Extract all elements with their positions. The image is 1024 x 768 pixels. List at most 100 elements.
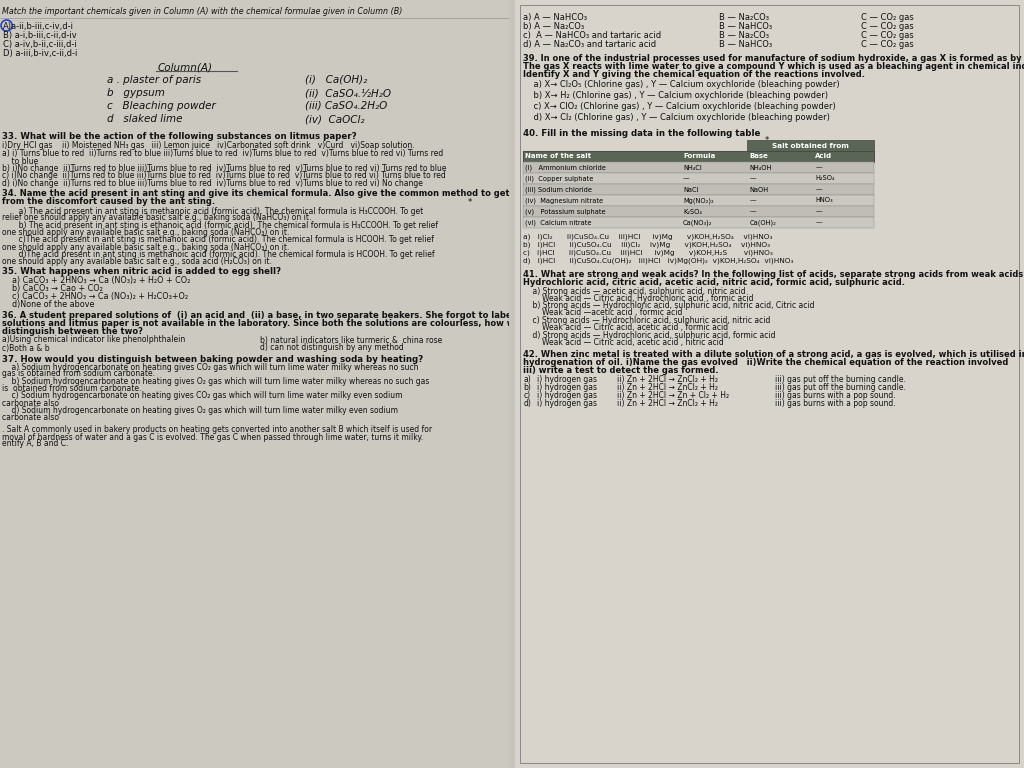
Text: is  obtained from sodium carbonate.: is obtained from sodium carbonate.: [2, 384, 141, 393]
Text: Ca(NO₃)₂: Ca(NO₃)₂: [683, 219, 713, 226]
Text: b) CaCO₃ → Cao + CO₂: b) CaCO₃ → Cao + CO₂: [2, 283, 102, 293]
Text: NH₄Cl: NH₄Cl: [683, 164, 701, 170]
Text: ii) Zn + 2HCl → ZnCl₂ + H₂: ii) Zn + 2HCl → ZnCl₂ + H₂: [616, 375, 718, 384]
Text: iii) gas put off the burning candle.: iii) gas put off the burning candle.: [774, 375, 905, 384]
Text: (i)   Ammonium chloride: (i) Ammonium chloride: [525, 164, 606, 170]
Text: C — CO₂ gas: C — CO₂ gas: [861, 22, 913, 31]
Text: —: —: [750, 176, 756, 181]
Bar: [523, 173, 874, 184]
Text: Weak acid — Citric acid, Hydrochloric acid , formic acid: Weak acid — Citric acid, Hydrochloric ac…: [523, 294, 754, 303]
Text: (iii) Sodium chloride: (iii) Sodium chloride: [525, 187, 592, 193]
Text: d) can not distinguish by any method: d) can not distinguish by any method: [259, 343, 403, 353]
Text: 39. In one of the industrial processes used for manufacture of sodium hydroxide,: 39. In one of the industrial processes u…: [523, 54, 1024, 63]
Text: (v)   Potassium sulphate: (v) Potassium sulphate: [525, 208, 606, 215]
Text: entify A, B and C.: entify A, B and C.: [2, 439, 69, 449]
Text: Identify X and Y giving the chemical equation of the reactions involved.: Identify X and Y giving the chemical equ…: [523, 70, 865, 79]
Text: —: —: [750, 208, 756, 214]
Text: . Salt A commonly used in bakery products on heating gets converted into another: . Salt A commonly used in bakery product…: [2, 425, 432, 435]
Text: 40. Fill in the missing data in the following table: 40. Fill in the missing data in the foll…: [523, 129, 761, 138]
Text: a) i) Turns blue to red  ii)Turns red to blue iii)Turns blue to red  iv)Turns bl: a) i) Turns blue to red ii)Turns red to …: [2, 149, 443, 158]
Text: B) a-i,b-iii,c-ii,d-iv: B) a-i,b-iii,c-ii,d-iv: [3, 31, 77, 40]
Text: d) A — Na₂CO₃ and tartaric acid: d) A — Na₂CO₃ and tartaric acid: [523, 40, 656, 49]
Text: Base: Base: [750, 154, 768, 160]
Text: c   Bleaching powder: c Bleaching powder: [106, 101, 216, 111]
Text: d): d): [523, 399, 531, 408]
Text: ii) Zn + 2HCl → Zn + Cl₂ + H₂: ii) Zn + 2HCl → Zn + Cl₂ + H₂: [616, 391, 729, 400]
Text: Weak acid — Citric acid, acetic acid , nitric acid: Weak acid — Citric acid, acetic acid , n…: [523, 337, 724, 346]
Bar: [523, 184, 874, 195]
Text: ii) Zn + 2HCl → ZnCl₂ + H₂: ii) Zn + 2HCl → ZnCl₂ + H₂: [616, 383, 718, 392]
Text: c) Strong acids — Hydrochloric acid, sulphuric acid, nitric acid: c) Strong acids — Hydrochloric acid, sul…: [523, 316, 771, 325]
Bar: [748, 140, 874, 151]
Text: i) hydrogen gas: i) hydrogen gas: [538, 399, 597, 408]
Text: to blue: to blue: [2, 157, 38, 165]
Text: a) Strong acids — acetic acid, sulphuric acid, nitric acid: a) Strong acids — acetic acid, sulphuric…: [523, 287, 745, 296]
Text: c)   i)HCl      ii)CuSO₄.Cu    iii)HCl     iv)Mg      v)KOH,H₂S       vi)HNO₃: c) i)HCl ii)CuSO₄.Cu iii)HCl iv)Mg v)KOH…: [523, 249, 773, 256]
Text: a) The acid present in ant sting is methanoic acid (formic acid). The chemical f: a) The acid present in ant sting is meth…: [2, 207, 423, 216]
Text: (ii)  Copper sulphate: (ii) Copper sulphate: [525, 175, 594, 182]
Text: Column(A): Column(A): [158, 62, 213, 72]
Text: d)The acid present in ant sting is methanoic acid (formic acid). The chemical fo: d)The acid present in ant sting is metha…: [2, 250, 434, 259]
Text: c) Sodium hydrogencarbonate on heating gives CO₂ gas which will turn lime water : c) Sodium hydrogencarbonate on heating g…: [2, 392, 402, 400]
Text: d)   i)HCl      ii)CuSO₄.Cu(OH)₂   iii)HCl   iv)Mg(OH)₂  v)KOH,H₂SO₄  vi)HNO₃: d) i)HCl ii)CuSO₄.Cu(OH)₂ iii)HCl iv)Mg(…: [523, 257, 794, 263]
Text: C — CO₂ gas: C — CO₂ gas: [861, 13, 913, 22]
Text: (ii)  CaSO₄.½H₂O: (ii) CaSO₄.½H₂O: [305, 88, 391, 98]
Text: d) X→ Cl₂ (Chlorine gas) , Y — Calcium oxychloride (bleaching powder): d) X→ Cl₂ (Chlorine gas) , Y — Calcium o…: [523, 113, 830, 122]
Text: (iv)  Magnesium nitrate: (iv) Magnesium nitrate: [525, 197, 603, 204]
Text: iii) gas burns with a pop sound.: iii) gas burns with a pop sound.: [774, 399, 895, 408]
Text: 33. What will be the action of the following substances on litmus paper?: 33. What will be the action of the follo…: [2, 132, 356, 141]
Text: c): c): [523, 391, 530, 400]
Text: Acid: Acid: [815, 154, 833, 160]
Text: 35. What happens when nitric acid is added to egg shell?: 35. What happens when nitric acid is add…: [2, 267, 281, 276]
Text: 34. Name the acid present in ant sting and give its chemical formula. Also give : 34. Name the acid present in ant sting a…: [2, 190, 538, 198]
Text: c)Both a & b: c)Both a & b: [2, 343, 49, 353]
Text: b) The acid present in ant sting is ethanoic acid (formic acid). The chemical fo: b) The acid present in ant sting is etha…: [2, 221, 438, 230]
Text: B — NaHCO₃: B — NaHCO₃: [719, 22, 772, 31]
Text: a . plaster of paris: a . plaster of paris: [106, 75, 201, 85]
Text: iii) gas burns with a pop sound.: iii) gas burns with a pop sound.: [774, 391, 895, 400]
Text: H₂SO₄: H₂SO₄: [815, 176, 835, 181]
Text: a) A — NaHCO₃: a) A — NaHCO₃: [523, 13, 587, 22]
Text: (iii) CaSO₄.2H₂O: (iii) CaSO₄.2H₂O: [305, 101, 388, 111]
Text: iii) gas put off the burning candle.: iii) gas put off the burning candle.: [774, 383, 905, 392]
Text: —: —: [750, 197, 756, 204]
Text: one should apply any available basic salt e.g., soda acid (H₂CO₃) on it.: one should apply any available basic sal…: [2, 257, 272, 266]
Text: *: *: [468, 197, 472, 207]
Text: C) a-iv,b-ii,c-iii,d-i: C) a-iv,b-ii,c-iii,d-i: [3, 40, 77, 49]
Text: d) Strong acids — Hydrochloric acid, sulphuric acid, formic acid: d) Strong acids — Hydrochloric acid, sul…: [523, 330, 776, 339]
Text: The gas X reacts with lime water to give a compound Y which is used as a bleachi: The gas X reacts with lime water to give…: [523, 62, 1024, 71]
Text: Mg(NO₂)₂: Mg(NO₂)₂: [683, 197, 714, 204]
Text: a)   i)Cl₂      ii)CuSO₄.Cu    iii)HCl     iv)Mg      v)KOH,H₂SO₄    vi)HNO₃: a) i)Cl₂ ii)CuSO₄.Cu iii)HCl iv)Mg v)KOH…: [523, 233, 773, 240]
Text: carbonate also: carbonate also: [2, 399, 59, 408]
Text: (vi)  Calcium nitrate: (vi) Calcium nitrate: [525, 219, 592, 226]
Text: moval of hardness of water and a gas C is evolved. The gas C when passed through: moval of hardness of water and a gas C i…: [2, 432, 423, 442]
Bar: [523, 162, 874, 173]
Text: 41. What are strong and weak acids? In the following list of acids, separate str: 41. What are strong and weak acids? In t…: [523, 270, 1024, 279]
Text: 37. How would you distinguish between baking powder and washing soda by heating?: 37. How would you distinguish between ba…: [2, 355, 423, 363]
Text: from the discomfort caused by the ant sting.: from the discomfort caused by the ant st…: [2, 197, 215, 207]
Text: NH₄OH: NH₄OH: [750, 164, 771, 170]
Text: b) A — Na₂CO₃: b) A — Na₂CO₃: [523, 22, 585, 31]
Text: —: —: [815, 164, 822, 170]
Text: Formula: Formula: [683, 154, 716, 160]
Text: —: —: [683, 176, 689, 181]
Text: —: —: [815, 208, 822, 214]
Text: NaCl: NaCl: [683, 187, 698, 193]
Text: Match the important chemicals given in Column (A) with the chemical formulae giv: Match the important chemicals given in C…: [2, 7, 402, 16]
Text: a): a): [523, 375, 531, 384]
Text: B — Na₂CO₃: B — Na₂CO₃: [719, 31, 769, 40]
Text: B — Na₂CO₃: B — Na₂CO₃: [719, 13, 769, 22]
Text: b   gypsum: b gypsum: [106, 88, 165, 98]
Text: c) CaCO₃ + 2HNO₃ → Ca (NO₃)₂ + H₂CO₃+O₂: c) CaCO₃ + 2HNO₃ → Ca (NO₃)₂ + H₂CO₃+O₂: [2, 292, 188, 300]
Text: i) hydrogen gas: i) hydrogen gas: [538, 375, 597, 384]
Text: b)   i)HCl      ii)CuSO₄.Cu    iii)Cl₂    iv)Mg      v)KOH,H₂SO₄    vi)HNO₃: b) i)HCl ii)CuSO₄.Cu iii)Cl₂ iv)Mg v)KOH…: [523, 241, 770, 247]
Text: distinguish between the two?: distinguish between the two?: [2, 326, 143, 336]
Bar: [523, 151, 874, 162]
Text: (iv)  CaOCl₂: (iv) CaOCl₂: [305, 114, 365, 124]
Text: 36. A student prepared solutions of  (i) an acid and  (ii) a base, in two separa: 36. A student prepared solutions of (i) …: [2, 310, 534, 319]
Text: c) X→ ClO₂ (Chlorine gas) , Y — Calcium oxychloride (bleaching powder): c) X→ ClO₂ (Chlorine gas) , Y — Calcium …: [523, 102, 836, 111]
Text: d)None of the above: d)None of the above: [2, 300, 94, 309]
Text: i)Dry HCl gas    ii) Moistened NH₃ gas   iii) Lemon juice   iv)Carbonated soft d: i)Dry HCl gas ii) Moistened NH₃ gas iii)…: [2, 141, 415, 150]
Text: b) X→ H₂ (Chlorine gas) , Y — Calcium oxychloride (bleaching powder): b) X→ H₂ (Chlorine gas) , Y — Calcium ox…: [523, 91, 828, 100]
Text: Name of the salt: Name of the salt: [525, 154, 592, 160]
